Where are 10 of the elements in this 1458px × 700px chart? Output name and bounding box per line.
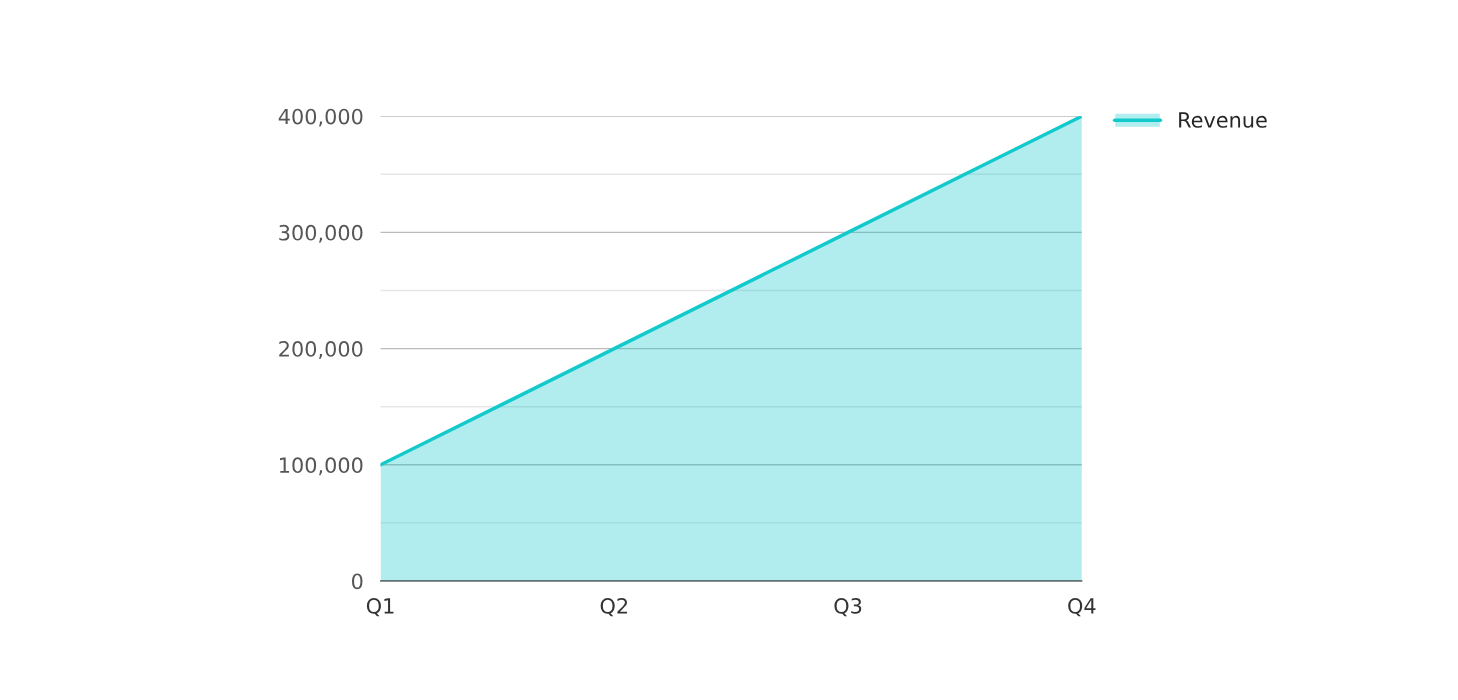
y-tick-label: 0 bbox=[351, 573, 363, 590]
y-tick-label: 200,000 bbox=[279, 341, 363, 359]
legend-label: Revenue bbox=[1179, 112, 1267, 128]
x-tick-label: Q1 bbox=[366, 598, 394, 617]
y-tick-label: 400,000 bbox=[278, 108, 363, 127]
y-tick-label: 300,000 bbox=[279, 224, 363, 243]
y-tick-label: 100,000 bbox=[280, 457, 363, 476]
x-tick-label: Q4 bbox=[1068, 598, 1096, 617]
x-tick-label: Q3 bbox=[834, 598, 862, 617]
x-tick-label: Q2 bbox=[600, 598, 628, 617]
